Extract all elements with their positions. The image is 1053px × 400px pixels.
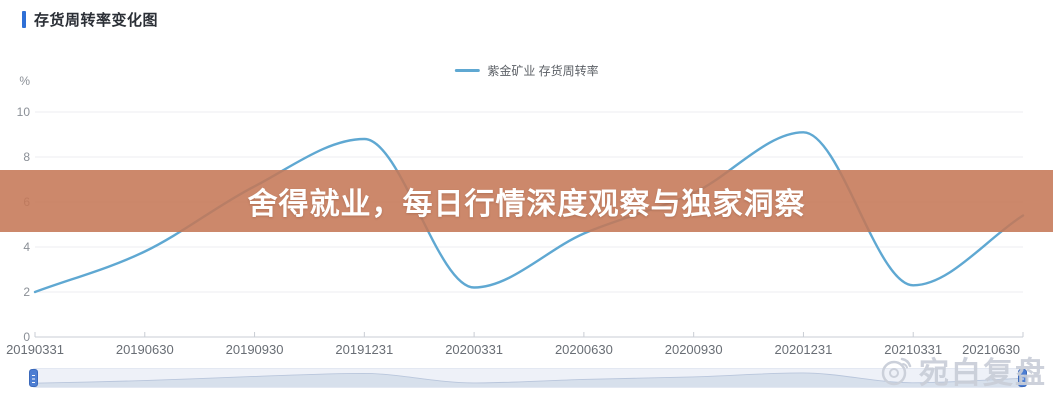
datazoom-right-handle[interactable] (1018, 369, 1027, 387)
watermark-text: 宛白复盘 (919, 357, 1047, 390)
datazoom-left-handle[interactable] (29, 369, 38, 387)
legend[interactable]: 紫金矿业 存货周转率 (454, 62, 599, 79)
x-tick-label: 20200331 (445, 342, 503, 357)
x-tick-label: 20210331 (884, 342, 942, 357)
x-tick-label: 20190331 (6, 342, 64, 357)
datazoom-area-fill (34, 372, 1022, 387)
watermark: 宛白复盘 (878, 348, 1047, 392)
x-tick-label: 20200930 (665, 342, 723, 357)
legend-label: 紫金矿业 存货周转率 (487, 64, 599, 78)
x-tick-label: 20210630 (962, 342, 1020, 357)
promo-banner-overlay: 舍得就业，每日行情深度观察与独家洞察 (0, 170, 1053, 232)
y-tick-label: 4 (23, 240, 30, 254)
weibo-eye-logo-icon (881, 357, 912, 386)
title-accent-bar (22, 11, 26, 28)
datazoom-area-outline (34, 372, 1022, 384)
datazoom-slider[interactable] (29, 368, 1027, 388)
x-tick-label: 20190630 (116, 342, 174, 357)
chart-title: 存货周转率变化图 (34, 12, 159, 29)
y-tick-label: 8 (23, 150, 30, 164)
legend-line-marker (454, 69, 480, 72)
x-tick-label: 20200630 (555, 342, 613, 357)
x-tick-label: 20190930 (226, 342, 284, 357)
y-axis-unit-label: % (19, 74, 30, 88)
y-tick-label: 2 (23, 285, 30, 299)
x-tick-label: 20191231 (335, 342, 393, 357)
y-tick-label: 10 (17, 105, 31, 119)
x-tick-label: 20201231 (775, 342, 833, 357)
datazoom-preview-area (34, 372, 1022, 387)
chart-header: 存货周转率变化图 (22, 9, 158, 30)
promo-banner-text: 舍得就业，每日行情深度观察与独家洞察 (247, 188, 806, 221)
y-tick-label: 0 (23, 330, 30, 344)
